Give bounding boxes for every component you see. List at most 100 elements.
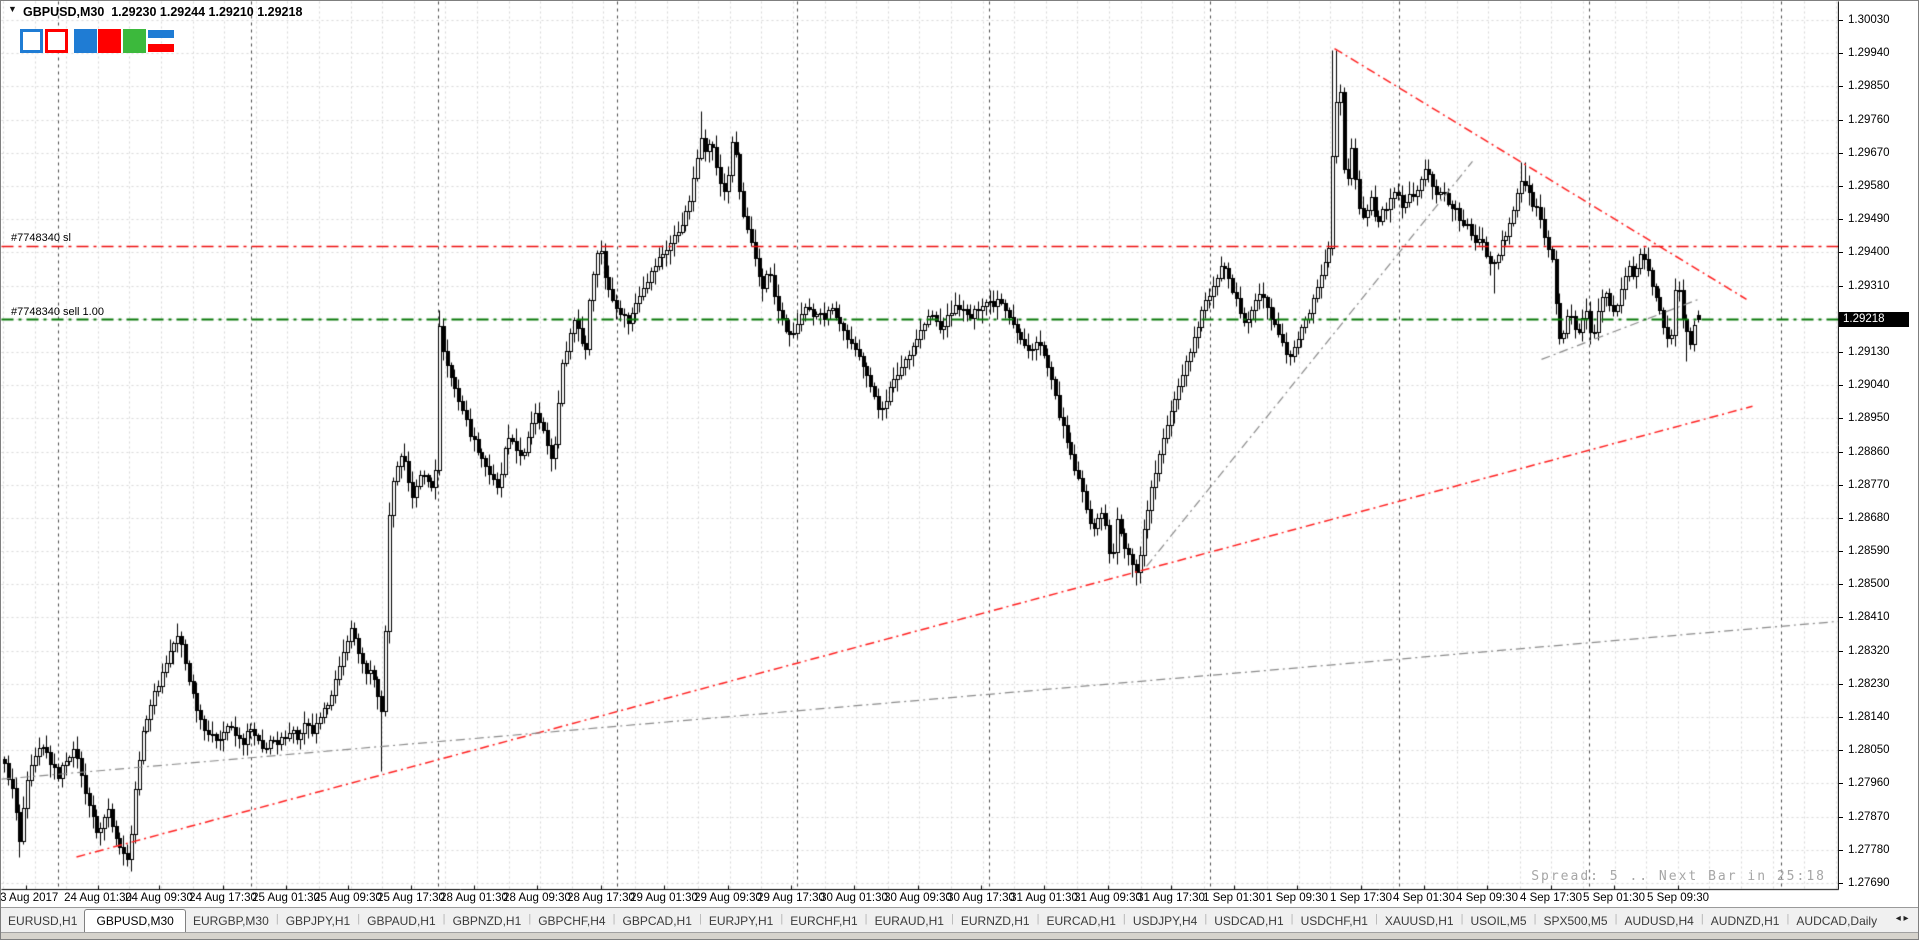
price-axis-label: 1.28500 — [1848, 578, 1890, 591]
chart-tab-xauusd-h1[interactable]: XAUUSD,H1 — [1384, 914, 1454, 928]
tab-scroll-arrows[interactable]: ◂ ▸ — [1884, 913, 1918, 927]
chart-tab-audnzd-h1[interactable]: AUDNZD,H1 — [1710, 914, 1780, 928]
chart-tab-audcad-daily[interactable]: AUDCAD,Daily — [1796, 914, 1878, 928]
price-axis-label: 1.27690 — [1848, 877, 1890, 889]
chart-tab-gbpaud-h1[interactable]: GBPAUD,H1 — [367, 914, 436, 928]
chart-tab-eurusd-h1[interactable]: EURUSD,H1 — [8, 914, 78, 928]
time-axis-label: 24 Aug 17:30 — [189, 892, 257, 904]
tab-separator: | — [780, 913, 784, 925]
price-axis-label: 1.28140 — [1848, 711, 1890, 724]
time-axis-label: 23 Aug 2017 — [0, 892, 59, 904]
chart-tab-euraud-h1[interactable]: EURAUD,H1 — [874, 914, 944, 928]
price-axis-tick — [1839, 485, 1843, 486]
price-axis-tick — [1839, 584, 1843, 585]
chart-tab-gbpusd-m30[interactable]: GBPUSD,M30 — [84, 909, 186, 933]
tab-separator: | — [1036, 913, 1040, 925]
price-axis-tick — [1839, 850, 1843, 851]
tab-separator: | — [864, 913, 868, 925]
time-axis-label: 24 Aug 01:30 — [64, 892, 132, 904]
price-axis-tick — [1839, 551, 1843, 552]
price-axis-tick — [1839, 883, 1843, 884]
chart-tab-eurgbp-m30[interactable]: EURGBP,M30 — [192, 914, 269, 928]
time-axis-label: 25 Aug 01:30 — [252, 892, 320, 904]
price-axis-tick — [1839, 783, 1843, 784]
price-axis-label: 1.27960 — [1848, 777, 1890, 790]
chart-tab-gbpchf-h4[interactable]: GBPCHF,H4 — [538, 914, 606, 928]
chart-ohlc-quote: 1.29230 1.29244 1.29210 1.29218 — [111, 5, 303, 19]
tab-separator: | — [1290, 913, 1294, 925]
tab-separator: | — [1374, 913, 1378, 925]
double-bar-icon[interactable] — [148, 29, 174, 53]
price-axis-label: 1.29130 — [1848, 345, 1890, 358]
chart-tab-audusd-h4[interactable]: AUDUSD,H4 — [1624, 914, 1694, 928]
tab-separator: | — [1700, 913, 1704, 925]
time-axis-label: 30 Aug 01:30 — [820, 892, 888, 904]
chart-tab-usdjpy-h4[interactable]: USDJPY,H4 — [1132, 914, 1198, 928]
spread-nextbar-status: Spread: 5 .. Next Bar in 25:18 — [1531, 869, 1826, 884]
chart-tab-eurchf-h1[interactable]: EURCHF,H1 — [790, 914, 858, 928]
time-axis-label: 1 Sep 01:30 — [1202, 892, 1266, 904]
price-axis-label: 1.29400 — [1848, 246, 1890, 259]
price-axis-label: 1.28680 — [1848, 511, 1890, 524]
chart-tab-eurjpy-h1[interactable]: EURJPY,H1 — [708, 914, 774, 928]
chart-canvas[interactable] — [1, 1, 1839, 891]
tab-separator: | — [1786, 913, 1790, 925]
price-axis-tick — [1839, 120, 1843, 121]
blue-filled-square-icon[interactable] — [74, 29, 97, 53]
symbol-dropdown-icon[interactable]: ▼ — [8, 4, 17, 14]
tab-separator: | — [1460, 913, 1464, 925]
chart-tab-usdchf-h1[interactable]: USDCHF,H1 — [1300, 914, 1368, 928]
price-axis-tick — [1839, 717, 1843, 718]
chart-tab-spx500-m5[interactable]: SPX500,M5 — [1543, 914, 1608, 928]
time-axis[interactable]: 23 Aug 2017 24 Aug 01:30 24 Aug 09:30 24 Au… — [1, 891, 1839, 907]
price-axis-tick — [1839, 219, 1843, 220]
price-axis[interactable]: 1.30030 1.29940 1.29850 1.29760 1.29670 1.295… — [1839, 1, 1918, 891]
tab-separator: | — [275, 913, 279, 925]
tab-scroll-left-icon[interactable]: ◂ — [1895, 913, 1904, 924]
price-axis-tick — [1839, 518, 1843, 519]
time-axis-label: 4 Sep 01:30 — [1392, 892, 1456, 904]
tab-separator: | — [1533, 913, 1537, 925]
price-axis-label: 1.28770 — [1848, 478, 1890, 491]
window-bottom-strip — [1, 932, 1918, 939]
price-axis-label: 1.28230 — [1848, 677, 1890, 690]
price-axis-tick — [1839, 86, 1843, 87]
tab-scroll-right-icon[interactable]: ▸ — [1903, 913, 1909, 924]
chart-tab-eurnzd-h1[interactable]: EURNZD,H1 — [960, 914, 1030, 928]
blue-outline-square-icon[interactable] — [20, 29, 43, 53]
price-axis-tick — [1839, 651, 1843, 652]
chart-tab-bar: EURUSD,H1 GBPUSD,M30 EURGBP,M30 | GBPJPY,H1 |… — [1, 907, 1918, 933]
open-sell-order-label: #7748340 sell 1.00 — [11, 306, 104, 318]
tab-separator: | — [528, 913, 532, 925]
double-bar-top — [148, 30, 174, 38]
chart-tab-gbpnzd-h1[interactable]: GBPNZD,H1 — [452, 914, 522, 928]
time-axis-label: 24 Aug 09:30 — [125, 892, 193, 904]
price-axis-tick — [1839, 153, 1843, 154]
double-bar-bottom — [148, 44, 174, 52]
chart-tab-eurcad-h1[interactable]: EURCAD,H1 — [1046, 914, 1116, 928]
red-outline-square-icon[interactable] — [45, 29, 68, 53]
price-axis-tick — [1839, 385, 1843, 386]
price-axis-tick — [1839, 617, 1843, 618]
current-price-tag: 1.29218 — [1839, 311, 1909, 327]
price-axis-label: 1.29580 — [1848, 179, 1890, 192]
chart-tab-gbpcad-h1[interactable]: GBPCAD,H1 — [622, 914, 692, 928]
time-axis-label: 5 Sep 01:30 — [1582, 892, 1646, 904]
time-axis-label: 1 Sep 17:30 — [1329, 892, 1393, 904]
stop-loss-order-label: #7748340 sl — [11, 232, 71, 244]
price-axis-label: 1.29670 — [1848, 146, 1890, 159]
chart-tab-usdcad-h1[interactable]: USDCAD,H1 — [1214, 914, 1284, 928]
time-axis-label: 25 Aug 09:30 — [314, 892, 382, 904]
time-axis-label: 28 Aug 09:30 — [503, 892, 571, 904]
chart-tab-gbpjpy-h1[interactable]: GBPJPY,H1 — [285, 914, 351, 928]
price-axis-label: 1.29760 — [1848, 113, 1890, 126]
time-axis-label: 30 Aug 17:30 — [947, 892, 1015, 904]
chart-tab-usoil-m5[interactable]: USOIL,M5 — [1470, 914, 1527, 928]
time-axis-label: 31 Aug 09:30 — [1074, 892, 1142, 904]
price-axis-label: 1.27870 — [1848, 810, 1890, 823]
price-axis-label: 1.29490 — [1848, 213, 1890, 226]
green-filled-square-icon[interactable] — [123, 29, 146, 53]
time-axis-label: 31 Aug 17:30 — [1137, 892, 1205, 904]
red-filled-square-icon[interactable] — [98, 29, 121, 53]
